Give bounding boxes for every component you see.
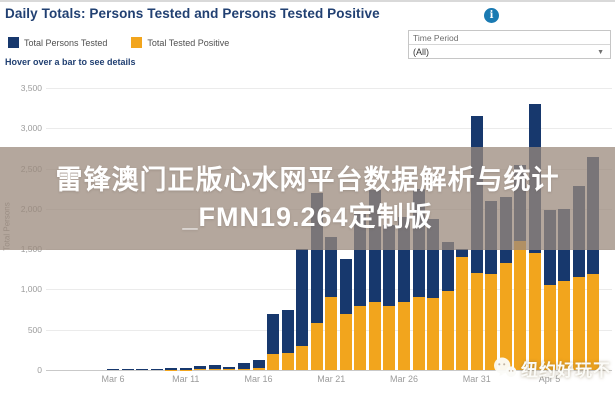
bar-positive-segment (427, 298, 440, 370)
bar-positive-segment (456, 257, 469, 370)
bar-mar-16[interactable] (252, 360, 265, 370)
bar-positive-segment (325, 297, 338, 370)
brand-watermark: 纽约好玩不 (492, 355, 611, 381)
bar-positive-segment (412, 297, 425, 370)
bar-positive-segment (281, 353, 294, 370)
bar-mar-28[interactable] (427, 219, 440, 370)
legend-item-total-tested: Total Persons Tested (8, 37, 107, 48)
y-tick-label: 3,000 (20, 123, 42, 134)
gridline (46, 128, 612, 130)
bar-positive-segment (441, 291, 454, 370)
spam-overlay-text: 雷锋澳门正版心水网平台数据解析与统计_FMN19.264定制版 (55, 164, 560, 232)
bar-mar-23[interactable] (354, 212, 367, 370)
bar-positive-segment (558, 281, 571, 370)
bar-positive-segment (252, 367, 265, 370)
bar-positive-segment (383, 305, 396, 370)
legend-swatch-orange (131, 37, 143, 48)
x-tick-label: Mar 6 (101, 374, 125, 384)
bar-positive-segment (296, 345, 309, 370)
page-title: Daily Totals: Persons Tested and Persons… (5, 6, 380, 21)
bar-mar-7[interactable] (121, 369, 134, 370)
x-tick-label: Mar 21 (317, 374, 346, 384)
x-tick-label: Mar 26 (389, 374, 418, 384)
wechat-icon (494, 357, 517, 377)
bar-positive-segment (368, 301, 381, 370)
bar-positive-segment (267, 353, 280, 370)
bar-positive-segment (528, 253, 541, 370)
bar-positive-segment (208, 369, 221, 370)
legend-label: Total Persons Tested (24, 37, 108, 48)
bar-positive-segment (237, 368, 250, 370)
gridline (46, 88, 612, 89)
x-tick-label: Apr 5 (538, 374, 561, 384)
time-period-dropdown[interactable]: (All) ▼ (409, 45, 610, 59)
bar-mar-18[interactable] (281, 309, 294, 370)
bar-mar-13[interactable] (208, 364, 221, 370)
bar-positive-segment (310, 323, 323, 370)
bar-mar-11[interactable] (179, 367, 192, 370)
bar-mar-9[interactable] (150, 368, 163, 370)
bar-positive-segment (398, 301, 410, 370)
bar-mar-17[interactable] (267, 313, 280, 370)
y-tick-label: 500 (27, 324, 42, 335)
bar-positive-segment (514, 241, 527, 370)
x-tick-label: Mar 11 (172, 374, 200, 384)
bar-positive-segment (339, 313, 352, 370)
spam-overlay: 雷锋澳门正版心水网平台数据解析与统计_FMN19.264定制版 (0, 147, 615, 250)
bar-positive-segment (499, 262, 512, 370)
bar-positive-segment (354, 305, 367, 370)
chart-legend: Total Persons Tested Total Tested Positi… (8, 37, 229, 48)
bar-mar-14[interactable] (223, 366, 236, 370)
bar-apr-5[interactable] (543, 210, 556, 370)
chart-hint: Hover over a bar to see details (5, 57, 136, 67)
x-tick-label: Mar 31 (462, 374, 491, 384)
bar-mar-29[interactable] (441, 241, 454, 370)
bar-positive-segment (485, 274, 498, 370)
legend-label: Total Tested Positive (147, 37, 230, 48)
x-tick-label: Mar 16 (244, 374, 273, 384)
bar-mar-25[interactable] (383, 224, 396, 370)
time-period-value: (All) (413, 47, 429, 57)
legend-item-tested-positive: Total Tested Positive (131, 37, 229, 48)
gridline (46, 370, 612, 371)
bar-positive-segment (223, 369, 236, 370)
bar-positive-segment (470, 273, 483, 370)
chevron-down-icon: ▼ (597, 48, 604, 56)
top-border (0, 0, 615, 2)
time-period-filter: Time Period (All) ▼ (408, 30, 611, 59)
brand-watermark-text: 纽约好玩不 (521, 360, 611, 380)
time-period-label: Time Period (409, 31, 610, 45)
bar-mar-22[interactable] (339, 258, 352, 370)
bar-mar-15[interactable] (237, 362, 250, 370)
info-icon[interactable]: i (484, 8, 499, 23)
bar-mar-12[interactable] (194, 366, 207, 370)
bar-mar-19[interactable] (296, 249, 309, 370)
bar-mar-8[interactable] (136, 369, 149, 370)
y-tick-label: 1,000 (20, 284, 42, 295)
bar-mar-6[interactable] (107, 369, 119, 370)
y-tick-label: 0 (37, 365, 42, 375)
bar-mar-26[interactable] (398, 216, 410, 370)
y-tick-label: 3,500 (20, 83, 42, 93)
bar-positive-segment (543, 284, 556, 370)
bar-positive-segment (572, 276, 585, 370)
bar-positive-segment (587, 274, 600, 370)
legend-swatch-navy (8, 37, 19, 48)
bar-mar-10[interactable] (165, 368, 178, 370)
bar-mar-30[interactable] (456, 249, 469, 370)
bar-positive-segment (194, 369, 207, 370)
bar-mar-21[interactable] (325, 237, 338, 370)
